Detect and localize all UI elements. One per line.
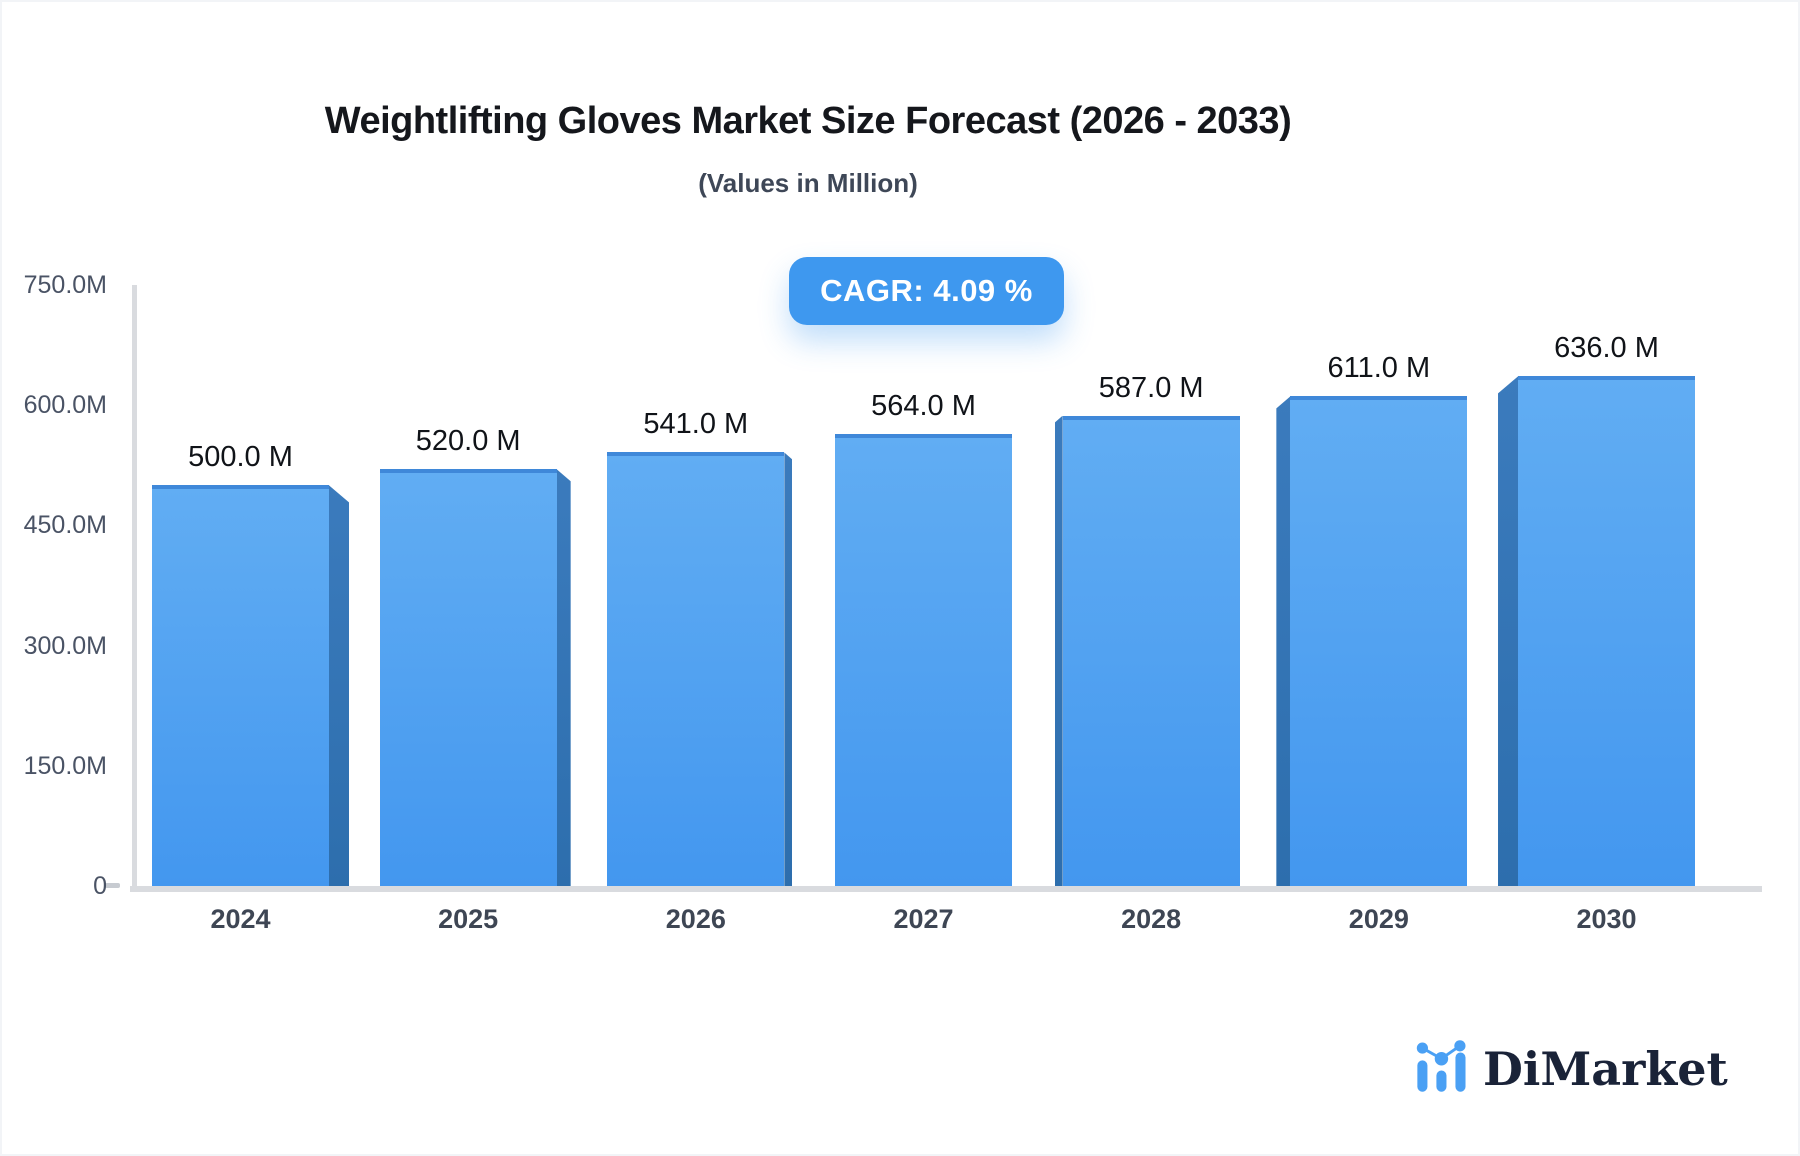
bar <box>1062 415 1240 886</box>
zero-tick-mark <box>105 883 120 888</box>
x-axis-category-label: 2026 <box>665 904 726 934</box>
bar-value-label: 636.0 M <box>1554 332 1659 365</box>
cagr-badge: CAGR: 4.09 % <box>789 257 1064 325</box>
x-axis-category-label: 2025 <box>438 904 499 934</box>
brand-logo: DiMarket <box>1415 1038 1728 1099</box>
bar-3d-side <box>784 452 793 886</box>
x-axis-category-label: 2029 <box>1348 904 1409 934</box>
y-tick-label: 0 <box>93 872 107 900</box>
bar-3d-side <box>556 469 571 886</box>
bar-3d-side <box>329 485 349 886</box>
y-tick-label: 750.0M <box>23 271 107 299</box>
y-tick-label: 300.0M <box>23 631 107 660</box>
bar-value-label: 611.0 M <box>1327 352 1431 385</box>
bar-chart-trend-icon <box>1415 1038 1469 1099</box>
bar-3d-side <box>1276 396 1291 886</box>
cagr-badge-label: CAGR: 4.09 % <box>820 273 1033 308</box>
x-axis-baseline <box>130 886 1762 892</box>
bar-value-label: 520.0 M <box>415 425 521 458</box>
y-tick-label: 150.0M <box>23 751 107 780</box>
y-tick-label: 450.0M <box>23 511 107 540</box>
bar-value-label: 500.0 M <box>188 441 293 474</box>
chart-title: Weightlifting Gloves Market Size Forecas… <box>324 100 1292 142</box>
chart-subtitle: (Values in Million) <box>698 168 918 198</box>
x-axis-category-label: 2027 <box>893 904 954 934</box>
bar <box>379 469 557 886</box>
y-tick-label: 600.0M <box>23 391 107 420</box>
x-axis-category-label: 2024 <box>210 904 271 934</box>
bar-3d-side <box>1054 415 1063 886</box>
brand-logo-text: DiMarket <box>1483 1041 1728 1096</box>
bar-value-label: 564.0 M <box>871 390 976 423</box>
x-axis-category-label: 2030 <box>1576 904 1637 934</box>
x-axis-category-label: 2028 <box>1121 904 1182 934</box>
y-axis-line <box>132 285 137 892</box>
bar <box>607 452 785 886</box>
bar <box>152 485 329 886</box>
bar-value-label: 541.0 M <box>643 408 749 441</box>
bar-3d-side <box>1498 376 1519 886</box>
bar <box>1290 396 1468 886</box>
bar-value-label: 587.0 M <box>1098 371 1204 404</box>
bar <box>1518 376 1696 886</box>
bar <box>835 434 1012 886</box>
